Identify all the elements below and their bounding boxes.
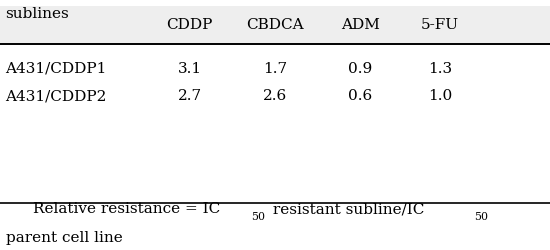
Text: sublines: sublines [6, 8, 69, 22]
Text: 2.6: 2.6 [263, 89, 287, 103]
Text: 1.0: 1.0 [428, 89, 452, 103]
Text: Relative resistance = IC: Relative resistance = IC [33, 202, 220, 216]
Text: 0.9: 0.9 [348, 62, 372, 76]
Text: 50: 50 [251, 212, 265, 222]
Text: 1.3: 1.3 [428, 62, 452, 76]
Text: CBDCA: CBDCA [246, 18, 304, 32]
Text: resistant subline/IC: resistant subline/IC [268, 202, 424, 216]
Text: CDDP: CDDP [167, 18, 213, 32]
Text: parent cell line: parent cell line [6, 231, 122, 245]
Text: 2.7: 2.7 [178, 89, 202, 103]
Text: ADM: ADM [341, 18, 380, 32]
Text: 1.7: 1.7 [263, 62, 287, 76]
Text: 3.1: 3.1 [178, 62, 202, 76]
Text: 50: 50 [474, 212, 488, 222]
Text: 0.6: 0.6 [348, 89, 372, 103]
Text: 5-FU: 5-FU [421, 18, 459, 32]
FancyBboxPatch shape [0, 6, 550, 44]
Text: A431/CDDP2: A431/CDDP2 [6, 89, 107, 103]
Text: A431/CDDP1: A431/CDDP1 [6, 62, 107, 76]
